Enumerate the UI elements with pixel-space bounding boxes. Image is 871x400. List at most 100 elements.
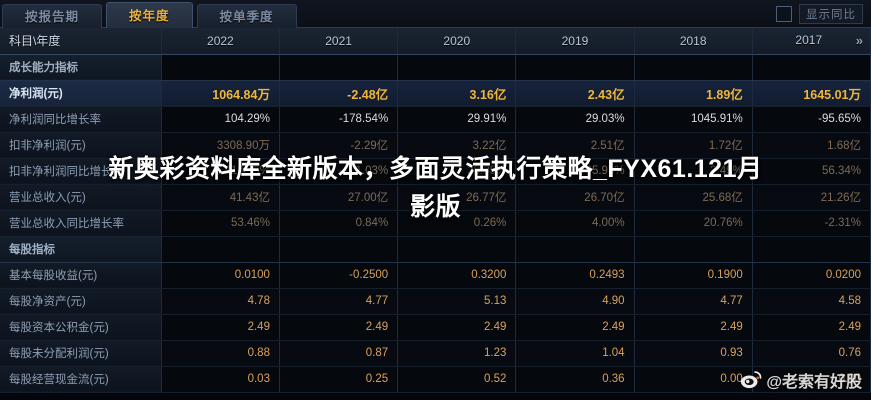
cell-value: 0.52 <box>397 366 517 393</box>
cell-value: 0.00 <box>634 366 753 393</box>
cell-value: -2.29亿 <box>279 132 399 159</box>
cell-value: 1.68亿 <box>752 132 871 159</box>
tab-by-report-period[interactable]: 按报告期 <box>2 4 103 28</box>
row-label-net-asset-per-share: 每股净资产(元) <box>0 288 162 315</box>
section-spacer <box>161 236 280 263</box>
header-subject-year: 科目\年度 <box>0 28 162 55</box>
row-label-net-profit: 净利润(元) <box>0 80 162 107</box>
cell-value: 2.43亿 <box>515 80 635 107</box>
table-row[interactable]: 每股未分配利润(元) 0.88 0.87 1.23 1.04 0.93 0.76 <box>0 340 871 367</box>
cell-value: 0.87 <box>279 340 399 367</box>
cell-value: 4.00% <box>515 210 635 237</box>
cell-value: 21.26亿 <box>752 184 871 211</box>
header-col-2017[interactable]: 2017 » <box>752 28 871 55</box>
cell-value: 2.49% <box>634 158 753 185</box>
cell-value: 0.25 <box>279 366 399 393</box>
section-spacer <box>752 54 871 81</box>
section-spacer <box>634 236 753 263</box>
cell-value: 0.0100 <box>161 262 280 289</box>
cell-value: -171.03% <box>279 158 399 185</box>
row-label-undistributed-profit-per-share: 每股未分配利润(元) <box>0 340 162 367</box>
cell-value: 1645.01万 <box>752 80 871 107</box>
table-header-row: 科目\年度 2022 2021 2020 2019 2018 2017 » <box>0 28 871 55</box>
section-spacer <box>515 54 635 81</box>
cell-value: 4.77 <box>634 288 753 315</box>
cell-value: 2.49 <box>279 314 399 341</box>
header-col-2019[interactable]: 2019 <box>515 28 635 55</box>
cell-value: 2.49 <box>515 314 635 341</box>
section-title-per-share: 每股指标 <box>0 236 162 263</box>
cell-value: 2.51亿 <box>515 132 635 159</box>
header-col-2021[interactable]: 2021 <box>279 28 399 55</box>
header-col-2020[interactable]: 2020 <box>397 28 517 55</box>
header-col-2018[interactable]: 2018 <box>634 28 753 55</box>
table-row[interactable]: 营业总收入同比增长率 53.46% 0.84% 0.26% 4.00% 20.7… <box>0 210 871 237</box>
cell-value: 0.36 <box>515 366 635 393</box>
row-label-net-profit-yoy: 净利润同比增长率 <box>0 106 162 133</box>
cell-value: 26.70亿 <box>515 184 635 211</box>
show-yoy-control[interactable]: 显示同比 <box>776 4 863 24</box>
cell-value: 0.3200 <box>397 262 517 289</box>
header-col-2022[interactable]: 2022 <box>161 28 280 55</box>
table-row[interactable]: 基本每股收益(元) 0.0100 -0.2500 0.3200 0.2493 0… <box>0 262 871 289</box>
cell-value: 29.03% <box>515 106 635 133</box>
row-label-deducted-net-profit-yoy: 扣非净利润同比增长率 <box>0 158 162 185</box>
tab-by-single-quarter[interactable]: 按单季度 <box>196 4 297 28</box>
cell-value: 1.04 <box>515 340 635 367</box>
cell-value: 0.0200 <box>752 262 871 289</box>
section-spacer <box>634 54 753 81</box>
cell-value: 27.00亿 <box>279 184 399 211</box>
table-row[interactable]: 净利润(元) 1064.84万 -2.48亿 3.16亿 2.43亿 1.89亿… <box>0 80 871 107</box>
table-row[interactable]: 每股资本公积金(元) 2.49 2.49 2.49 2.49 2.49 2.49 <box>0 314 871 341</box>
cell-value: -0.2500 <box>279 262 399 289</box>
cell-value: 5.13 <box>397 288 517 315</box>
section-spacer <box>397 236 517 263</box>
section-spacer <box>279 236 399 263</box>
cell-value: 4.90 <box>515 288 635 315</box>
cell-value: 28.35% <box>397 158 517 185</box>
period-tabs: 按报告期 按年度 按单季度 <box>0 0 299 28</box>
cell-value: 4.58 <box>752 288 871 315</box>
cell-value: 3.22亿 <box>397 132 517 159</box>
financial-table-container[interactable]: 科目\年度 2022 2021 2020 2019 2018 2017 » 成长… <box>0 28 871 400</box>
table-row[interactable]: 每股净资产(元) 4.78 4.77 5.13 4.90 4.77 4.58 <box>0 288 871 315</box>
cell-value: 3308.90万 <box>161 132 280 159</box>
cell-value: 0.93 <box>634 340 753 367</box>
cell-value: -2.31% <box>752 210 871 237</box>
table-row[interactable]: 扣非净利润(元) 3308.90万 -2.29亿 3.22亿 2.51亿 1.7… <box>0 132 871 159</box>
cell-value: 29.91% <box>397 106 517 133</box>
table-row[interactable]: 净利润同比增长率 104.29% -178.54% 29.91% 29.03% … <box>0 106 871 133</box>
header-col-2017-label: 2017 <box>795 33 823 48</box>
financial-table: 科目\年度 2022 2021 2020 2019 2018 2017 » 成长… <box>0 28 871 393</box>
table-row[interactable]: 每股经营现金流(元) 0.03 0.25 0.52 0.36 0.00 0.00 <box>0 366 871 393</box>
table-row[interactable]: 营业总收入(元) 41.43亿 27.00亿 26.77亿 26.70亿 25.… <box>0 184 871 211</box>
cell-value: 26.77亿 <box>397 184 517 211</box>
section-spacer <box>161 54 280 81</box>
cell-value: 4.78 <box>161 288 280 315</box>
cell-value: 0.1900 <box>634 262 753 289</box>
period-tabbar: 按报告期 按年度 按单季度 显示同比 <box>0 0 871 28</box>
table-row[interactable]: 扣非净利润同比增长率 114.45% -171.03% 28.35% 45.93… <box>0 158 871 185</box>
tab-by-year[interactable]: 按年度 <box>106 2 193 28</box>
cell-value: 1.23 <box>397 340 517 367</box>
row-label-total-revenue: 营业总收入(元) <box>0 184 162 211</box>
cell-value: 0.76 <box>752 340 871 367</box>
cell-value: 3.16亿 <box>397 80 517 107</box>
cell-value: 114.45% <box>161 158 280 185</box>
section-spacer <box>752 236 871 263</box>
row-label-total-revenue-yoy: 营业总收入同比增长率 <box>0 210 162 237</box>
section-header-per-share: 每股指标 <box>0 236 871 263</box>
section-spacer <box>515 236 635 263</box>
show-yoy-checkbox[interactable] <box>776 6 792 22</box>
cell-value: 1045.91% <box>634 106 753 133</box>
cell-value: 1064.84万 <box>161 80 280 107</box>
cell-value: 1.89亿 <box>634 80 753 107</box>
expand-more-icon[interactable]: » <box>855 33 863 49</box>
cell-value: 45.93% <box>515 158 635 185</box>
cell-value: 1.72亿 <box>634 132 753 159</box>
section-spacer <box>279 54 399 81</box>
cell-value: 2.49 <box>634 314 753 341</box>
cell-value: -95.65% <box>752 106 871 133</box>
row-label-operating-cashflow-per-share: 每股经营现金流(元) <box>0 366 162 393</box>
